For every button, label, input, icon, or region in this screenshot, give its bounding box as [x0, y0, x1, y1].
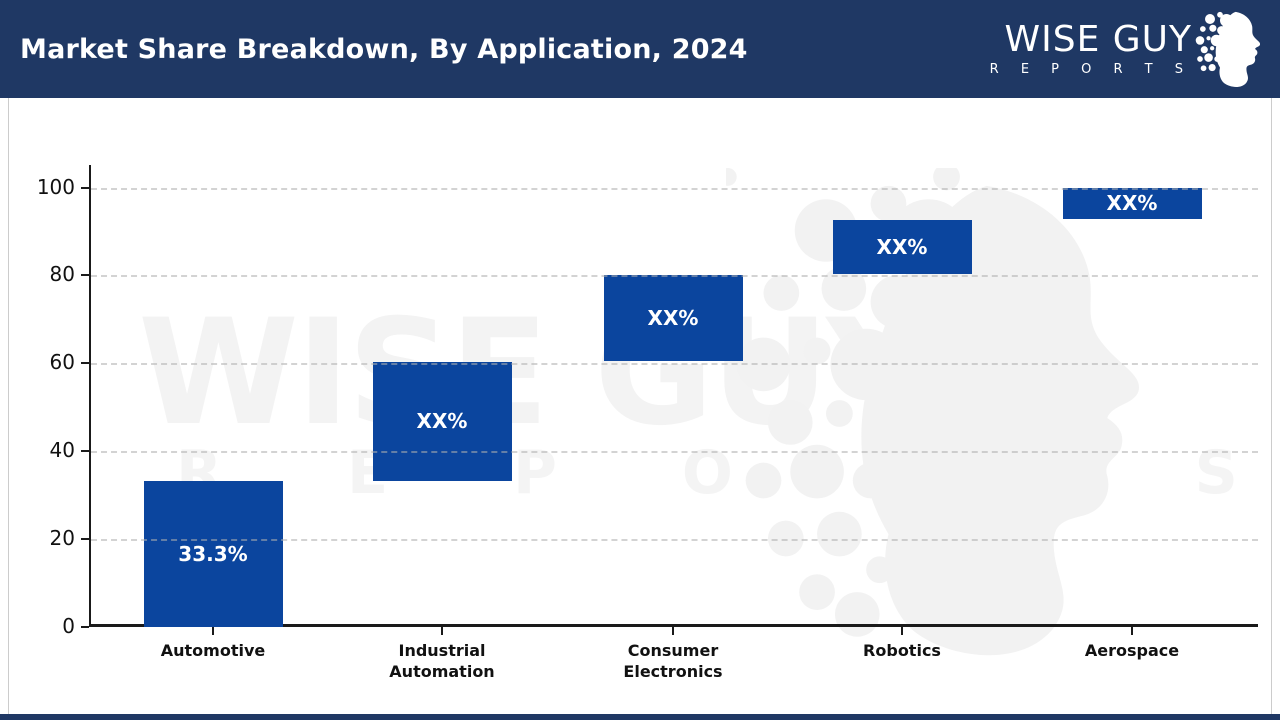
x-tick-mark [1131, 627, 1133, 635]
x-tick-mark [901, 627, 903, 635]
brand-subname: R E P O R T S [989, 62, 1192, 77]
y-tick-label-20: 20 [49, 526, 75, 551]
y-tick-mark-40 [81, 450, 89, 453]
x-category-label-consumer: Consumer Electronics [623, 641, 723, 681]
x-tick-mark [212, 627, 214, 635]
gridline-60 [91, 363, 1258, 366]
footer-band [0, 714, 1280, 720]
header-band: Market Share Breakdown, By Application, … [0, 0, 1280, 98]
x-category-label-industrial: Industrial Automation [389, 641, 495, 681]
bar-value-label: XX% [416, 409, 468, 434]
y-tick-label-40: 40 [49, 438, 75, 463]
plot-area: 0 20 40 60 80 100 Automotive Industrial Automa… [37, 165, 1258, 681]
watermark-head-icon [718, 163, 1176, 672]
gridline-40 [91, 451, 1258, 454]
bar-robotics: XX% [832, 219, 972, 274]
x-tick-mark [441, 627, 443, 635]
y-tick-label-80: 80 [49, 262, 75, 287]
bar-value-label: XX% [647, 305, 699, 330]
y-tick-mark-0 [81, 626, 89, 628]
y-tick-label-0: 0 [62, 614, 75, 638]
gridline-20 [91, 539, 1258, 542]
y-tick-mark-20 [81, 538, 89, 541]
bar-value-label: 33.3% [178, 541, 248, 566]
brand-head-icon [1195, 11, 1261, 87]
gridline-80 [91, 275, 1258, 278]
brand-name: WISE GUY [1004, 19, 1192, 60]
brand-logo-text: WISE GUY R E P O R T S [986, 19, 1192, 77]
y-tick-label-60: 60 [49, 350, 75, 375]
y-tick-mark-100 [81, 186, 89, 189]
x-category-label-automotive: Automotive [160, 641, 266, 660]
x-category-label-robotics: Robotics [863, 641, 941, 660]
chart-title: Market Share Breakdown, By Application, … [20, 33, 748, 65]
brand-logo: WISE GUY R E P O R T S [986, 9, 1266, 89]
bar-value-label: XX% [876, 234, 928, 259]
bar-value-label: XX% [1106, 191, 1158, 216]
y-tick-mark-60 [81, 362, 89, 365]
bar-industrial-automation: XX% [372, 361, 512, 481]
x-category-label-aerospace: Aerospace [1084, 641, 1180, 660]
bar-aerospace: XX% [1062, 187, 1202, 219]
bar-automotive: 33.3% [143, 480, 283, 627]
gridline-100 [91, 187, 1258, 190]
x-tick-mark [672, 627, 674, 635]
bar-consumer-electronics: XX% [603, 274, 743, 361]
y-tick-label-100: 100 [36, 174, 75, 199]
y-tick-mark-80 [81, 274, 89, 277]
